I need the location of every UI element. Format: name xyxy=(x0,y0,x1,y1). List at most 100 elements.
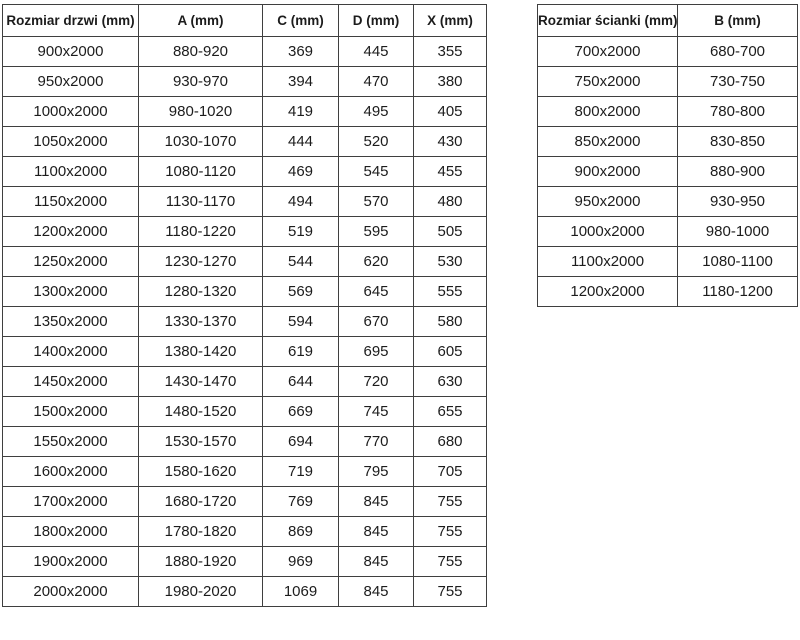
table-cell: 1780-1820 xyxy=(138,516,263,547)
table-cell: 644 xyxy=(262,366,339,397)
table-cell: 730-750 xyxy=(677,66,798,97)
table-row: 2000x2000 1980-2020 1069 845 755 xyxy=(2,576,487,607)
table-row: 950x2000 930-950 xyxy=(537,186,798,217)
table-row: 1450x2000 1430-1470 644 720 630 xyxy=(2,366,487,397)
table-cell: 569 xyxy=(262,276,339,307)
column-header: Rozmiar drzwi (mm) xyxy=(2,4,139,37)
table-cell: 530 xyxy=(413,246,487,277)
table-cell: 1580-1620 xyxy=(138,456,263,487)
table-cell: 680 xyxy=(413,426,487,457)
table-cell: 969 xyxy=(262,546,339,577)
table-row: 900x2000 880-900 xyxy=(537,156,798,187)
table-cell: 494 xyxy=(262,186,339,217)
table-cell: 455 xyxy=(413,156,487,187)
table-cell: 545 xyxy=(338,156,414,187)
table-row: 1200x2000 1180-1220 519 595 505 xyxy=(2,216,487,247)
table-cell: 394 xyxy=(262,66,339,97)
table-cell: 1480-1520 xyxy=(138,396,263,427)
table-cell: 680-700 xyxy=(677,36,798,67)
table-cell: 850x2000 xyxy=(537,126,678,157)
table-cell: 594 xyxy=(262,306,339,337)
table-cell: 950x2000 xyxy=(537,186,678,217)
table-cell: 670 xyxy=(338,306,414,337)
table-cell: 795 xyxy=(338,456,414,487)
table-cell: 1400x2000 xyxy=(2,336,139,367)
table-cell: 1069 xyxy=(262,576,339,607)
table-cell: 380 xyxy=(413,66,487,97)
table-cell: 495 xyxy=(338,96,414,127)
table-cell: 880-920 xyxy=(138,36,263,67)
table-cell: 1430-1470 xyxy=(138,366,263,397)
table-cell: 980-1020 xyxy=(138,96,263,127)
table-cell: 745 xyxy=(338,396,414,427)
table-cell: 1200x2000 xyxy=(2,216,139,247)
table-cell: 1700x2000 xyxy=(2,486,139,517)
table-cell: 1900x2000 xyxy=(2,546,139,577)
column-header: Rozmiar ścianki (mm) xyxy=(537,4,678,37)
table-cell: 719 xyxy=(262,456,339,487)
column-header: D (mm) xyxy=(338,4,414,37)
table-row: 1000x2000 980-1000 xyxy=(537,216,798,247)
table-cell: 1100x2000 xyxy=(2,156,139,187)
table-cell: 580 xyxy=(413,306,487,337)
table-cell: 1150x2000 xyxy=(2,186,139,217)
table-cell: 780-800 xyxy=(677,96,798,127)
table-row: 1500x2000 1480-1520 669 745 655 xyxy=(2,396,487,427)
table-cell: 1530-1570 xyxy=(138,426,263,457)
table-row: 850x2000 830-850 xyxy=(537,126,798,157)
door-size-table: Rozmiar drzwi (mm) A (mm) C (mm) D (mm) X (m… xyxy=(2,4,487,607)
table-cell: 1050x2000 xyxy=(2,126,139,157)
column-header: A (mm) xyxy=(138,4,263,37)
table-cell: 405 xyxy=(413,96,487,127)
table-cell: 630 xyxy=(413,366,487,397)
table-row: 1700x2000 1680-1720 769 845 755 xyxy=(2,486,487,517)
table-cell: 750x2000 xyxy=(537,66,678,97)
table-cell: 930-950 xyxy=(677,186,798,217)
table-row: 700x2000 680-700 xyxy=(537,36,798,67)
table-cell: 695 xyxy=(338,336,414,367)
table-cell: 705 xyxy=(413,456,487,487)
table-cell: 694 xyxy=(262,426,339,457)
table-cell: 469 xyxy=(262,156,339,187)
table-cell: 1330-1370 xyxy=(138,306,263,337)
table-cell: 505 xyxy=(413,216,487,247)
column-header: X (mm) xyxy=(413,4,487,37)
table-cell: 1680-1720 xyxy=(138,486,263,517)
table-cell: 1100x2000 xyxy=(537,246,678,277)
table-cell: 755 xyxy=(413,516,487,547)
table-cell: 930-970 xyxy=(138,66,263,97)
table-cell: 1980-2020 xyxy=(138,576,263,607)
table-cell: 619 xyxy=(262,336,339,367)
table-cell: 470 xyxy=(338,66,414,97)
table-cell: 769 xyxy=(262,486,339,517)
table-cell: 880-900 xyxy=(677,156,798,187)
table-cell: 570 xyxy=(338,186,414,217)
table-cell: 1450x2000 xyxy=(2,366,139,397)
table-cell: 800x2000 xyxy=(537,96,678,127)
table-cell: 900x2000 xyxy=(2,36,139,67)
table-cell: 1250x2000 xyxy=(2,246,139,277)
table-row: 1000x2000 980-1020 419 495 405 xyxy=(2,96,487,127)
table-cell: 620 xyxy=(338,246,414,277)
header-row: Rozmiar ścianki (mm) B (mm) xyxy=(537,4,798,37)
table-cell: 830-850 xyxy=(677,126,798,157)
table-cell: 1880-1920 xyxy=(138,546,263,577)
table-cell: 950x2000 xyxy=(2,66,139,97)
table-row: 950x2000 930-970 394 470 380 xyxy=(2,66,487,97)
table-cell: 1600x2000 xyxy=(2,456,139,487)
table-row: 1900x2000 1880-1920 969 845 755 xyxy=(2,546,487,577)
table-cell: 700x2000 xyxy=(537,36,678,67)
table-cell: 1280-1320 xyxy=(138,276,263,307)
table-row: 1100x2000 1080-1120 469 545 455 xyxy=(2,156,487,187)
table-cell: 645 xyxy=(338,276,414,307)
table-row: 1400x2000 1380-1420 619 695 605 xyxy=(2,336,487,367)
table-cell: 544 xyxy=(262,246,339,277)
table-cell: 519 xyxy=(262,216,339,247)
table-row: 1050x2000 1030-1070 444 520 430 xyxy=(2,126,487,157)
table-row: 750x2000 730-750 xyxy=(537,66,798,97)
table-cell: 845 xyxy=(338,516,414,547)
table-cell: 755 xyxy=(413,576,487,607)
table-cell: 1080-1100 xyxy=(677,246,798,277)
table-cell: 869 xyxy=(262,516,339,547)
